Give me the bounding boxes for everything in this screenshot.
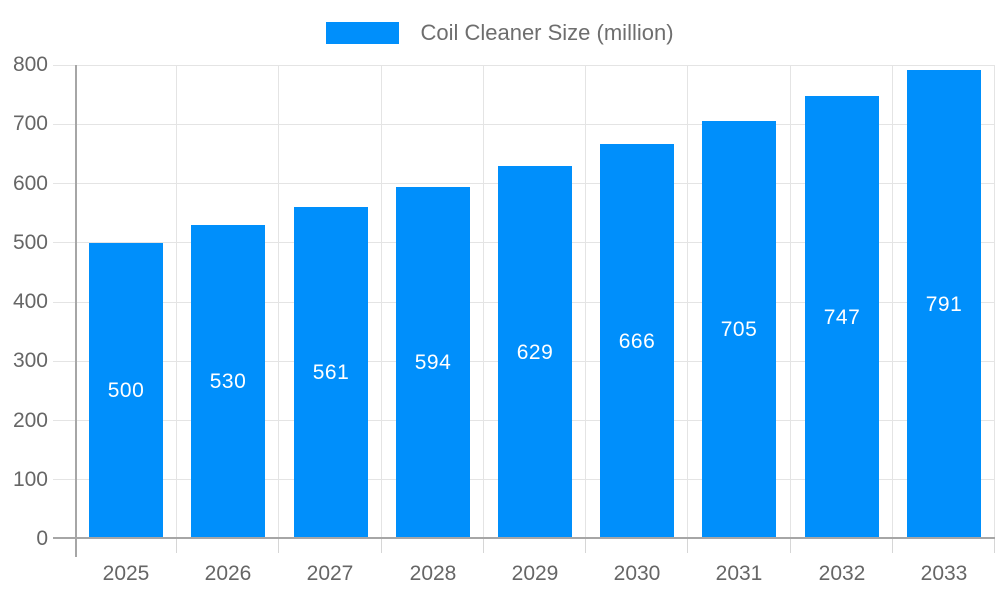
- gridline-vertical: [278, 65, 279, 539]
- gridline-vertical: [687, 65, 688, 539]
- y-tick-label: 500: [12, 230, 48, 254]
- bar-value-label: 530: [209, 370, 247, 393]
- y-tick-label: 400: [12, 290, 48, 313]
- bar: 747: [805, 96, 879, 539]
- gridline-vertical: [483, 65, 484, 539]
- bar: 705: [702, 121, 776, 539]
- x-axis-tick: [687, 539, 688, 553]
- x-axis-tick: [176, 539, 177, 553]
- bar: 791: [907, 70, 981, 539]
- x-tick-label: 2025: [102, 562, 150, 585]
- gridline-vertical: [176, 65, 177, 539]
- x-tick-label: 2028: [409, 562, 457, 585]
- x-tick-label: 2027: [306, 562, 354, 585]
- bar: 594: [396, 187, 470, 539]
- bar: 666: [600, 144, 674, 539]
- legend-item[interactable]: Coil Cleaner Size (million): [0, 20, 1000, 46]
- y-tick-label: 300: [12, 349, 48, 373]
- x-axis-tick: [994, 539, 995, 553]
- x-tick-label: 2033: [920, 562, 968, 585]
- x-tick-label: 2026: [204, 562, 252, 585]
- gridline-vertical: [381, 65, 382, 539]
- x-axis-tick: [585, 539, 586, 553]
- bar-value-label: 629: [516, 340, 554, 364]
- bar: 561: [294, 206, 368, 539]
- y-tick-label: 200: [12, 408, 48, 432]
- legend-marker: [326, 22, 400, 44]
- gridline-horizontal: [53, 123, 995, 125]
- y-tick-label: 100: [12, 467, 48, 491]
- bar-value-label: 666: [618, 329, 656, 353]
- y-tick-label: 600: [12, 171, 48, 195]
- bar: 500: [89, 242, 163, 539]
- bar-value-label: 561: [312, 360, 350, 384]
- gridline-vertical: [994, 65, 995, 539]
- legend-label: Coil Cleaner Size (million): [420, 20, 674, 45]
- y-axis-line: [75, 65, 77, 557]
- x-tick-label: 2030: [613, 562, 661, 585]
- x-axis-tick: [278, 539, 279, 553]
- x-axis-tick: [483, 539, 484, 553]
- y-tick-label: 700: [12, 112, 48, 136]
- x-tick-label: 2031: [715, 562, 763, 585]
- gridline-horizontal: [53, 64, 995, 66]
- x-tick-label: 2032: [818, 562, 866, 585]
- y-tick-label: 0: [36, 527, 48, 550]
- y-tick-label: 800: [12, 53, 48, 76]
- bar-value-label: 791: [925, 292, 963, 316]
- bar: 530: [191, 225, 265, 539]
- bar-value-label: 594: [414, 351, 452, 375]
- gridline-vertical: [585, 65, 586, 539]
- bar-value-label: 500: [107, 378, 145, 402]
- x-axis-line: [53, 537, 995, 539]
- x-axis-tick: [790, 539, 791, 553]
- x-axis-tick: [892, 539, 893, 553]
- bar-value-label: 747: [823, 305, 861, 329]
- bar: 629: [498, 166, 572, 539]
- x-tick-label: 2029: [511, 562, 559, 585]
- gridline-vertical: [892, 65, 893, 539]
- x-axis-tick: [381, 539, 382, 553]
- gridline-vertical: [790, 65, 791, 539]
- plot-area: 0 100 200 300 400 500 600 700 800 500 530 561 594 629…: [13, 53, 995, 585]
- bar-value-label: 705: [720, 318, 758, 342]
